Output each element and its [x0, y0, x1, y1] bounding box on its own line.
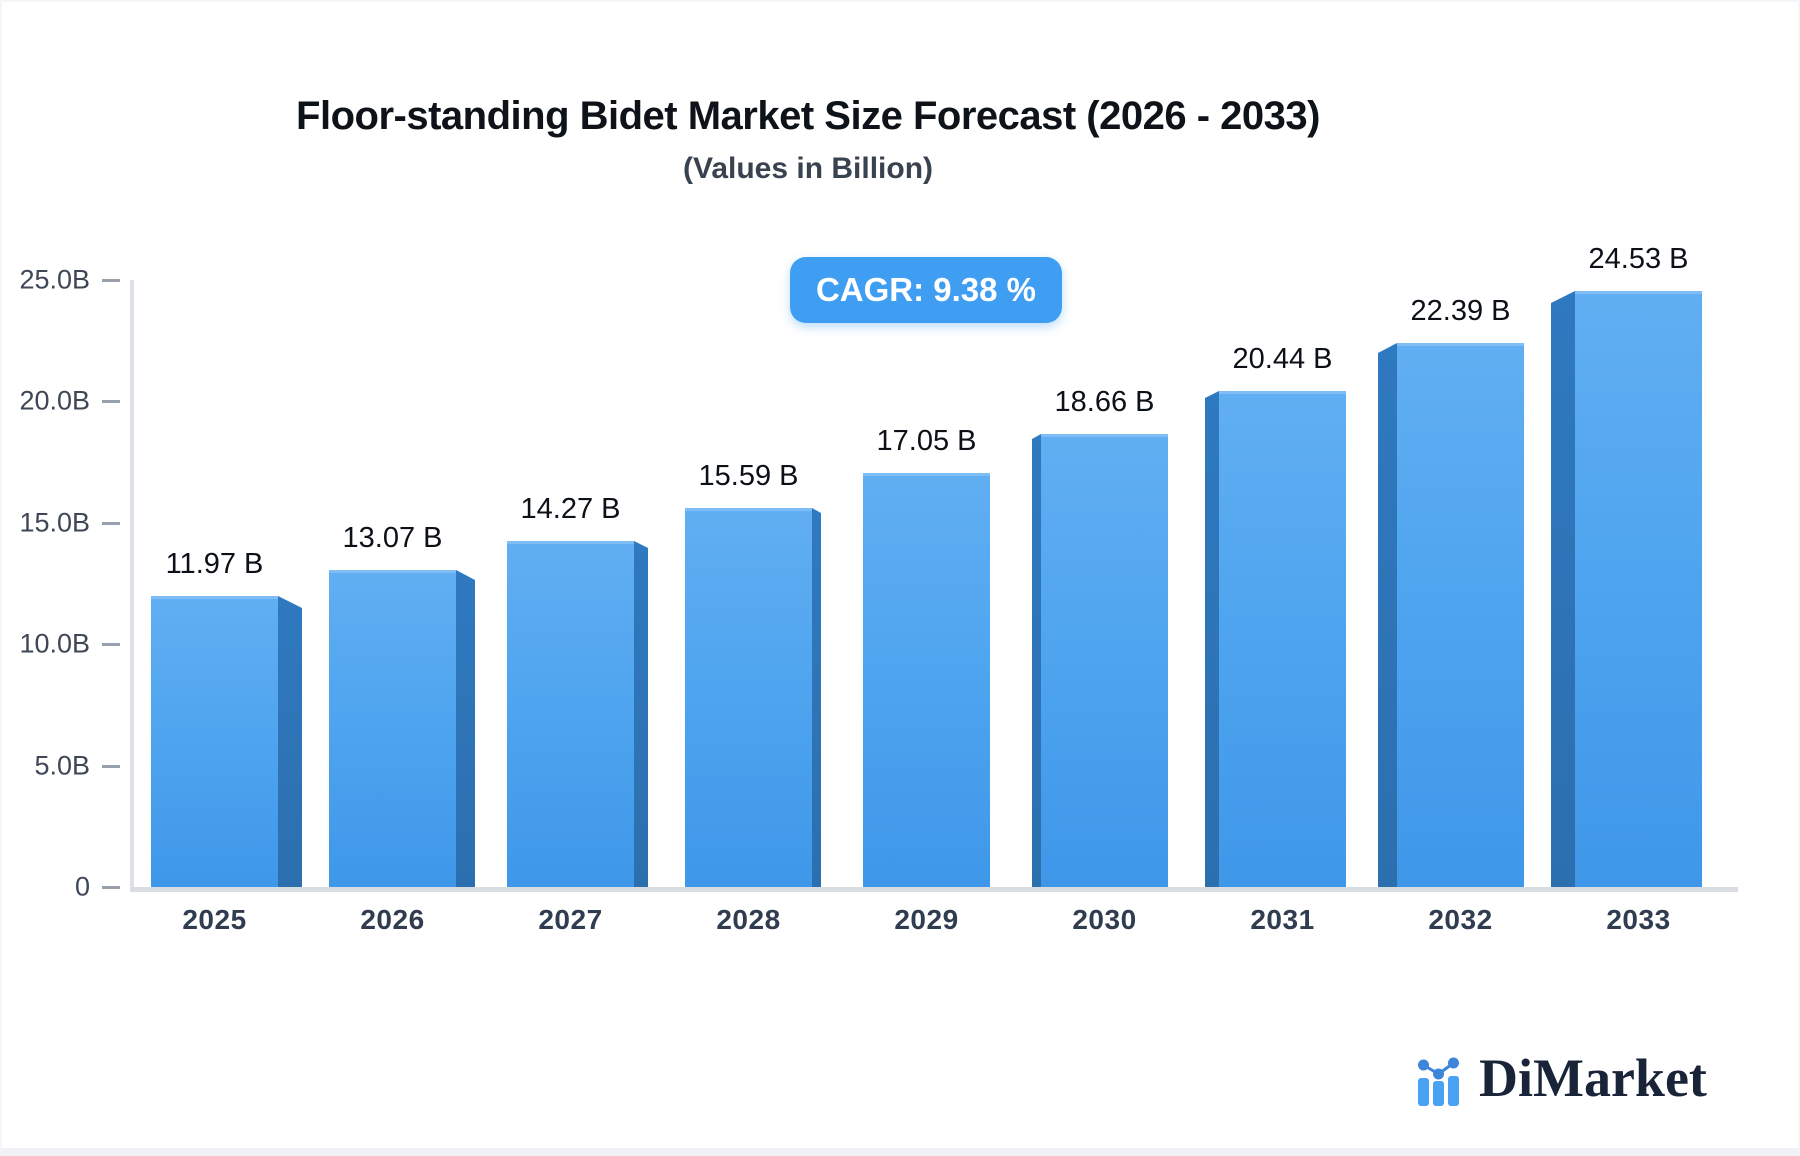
y-axis-tick [102, 643, 120, 647]
y-axis-tick-label: 5.0B [34, 750, 90, 781]
bar-3d-side [812, 508, 821, 887]
bar-line-chart-icon [1418, 1057, 1459, 1106]
x-axis-category-label: 2030 [1072, 904, 1137, 935]
bar-2025 [151, 596, 278, 887]
x-axis-category-label: 2025 [182, 904, 247, 935]
x-axis-category-label: 2033 [1606, 904, 1671, 935]
y-axis-tick-label: 0 [74, 871, 90, 902]
y-axis-tick [102, 886, 120, 889]
y-axis-tick-label: 20.0B [19, 385, 90, 416]
bar-value-label: 11.97 B [165, 548, 264, 580]
x-axis-category-label: 2027 [538, 904, 603, 935]
x-axis-baseline [130, 887, 1738, 892]
cagr-badge: CAGR: 9.38 % [790, 257, 1062, 323]
x-axis-category-label: 2031 [1250, 904, 1315, 935]
x-axis-category-label: 2029 [894, 904, 959, 935]
bar-2026 [329, 570, 456, 887]
x-axis-category-label: 2028 [716, 904, 781, 935]
bar-3d-side [1551, 291, 1575, 887]
brand-name: DiMarket [1479, 1048, 1707, 1108]
bar-3d-side [456, 570, 475, 887]
bar-3d-side [1032, 434, 1041, 887]
bar-value-label: 15.59 B [698, 460, 799, 492]
bar-3d-side [1378, 343, 1397, 887]
chart-subtitle: (Values in Billion) [682, 152, 934, 185]
bar-3d-side [278, 596, 302, 887]
bar-2028 [685, 508, 812, 887]
bar-2029 [863, 473, 990, 887]
bar-2030 [1041, 434, 1168, 887]
brand-logo: DiMarket [1415, 1046, 1707, 1110]
bar-2032 [1397, 343, 1524, 887]
bar-value-label: 14.27 B [520, 493, 621, 525]
y-axis-tick-label: 15.0B [19, 507, 90, 538]
y-axis-tick-label: 25.0B [19, 264, 90, 295]
x-axis-category-label: 2026 [360, 904, 425, 935]
bar-value-label: 22.39 B [1410, 295, 1511, 327]
bar-2033 [1575, 291, 1702, 887]
bar-value-label: 17.05 B [876, 425, 977, 457]
chart-title: Floor-standing Bidet Market Size Forecas… [296, 94, 1320, 138]
y-axis-line [130, 280, 134, 889]
x-axis-category-label: 2032 [1428, 904, 1493, 935]
bar-2031 [1219, 391, 1346, 887]
cagr-badge-label: CAGR: 9.38 % [815, 271, 1037, 308]
y-axis-tick [102, 279, 120, 282]
bar-value-label: 18.66 B [1054, 386, 1155, 418]
bar-2027 [507, 541, 634, 887]
bar-value-label: 20.44 B [1232, 343, 1333, 375]
bar-3d-side [1205, 391, 1219, 887]
y-axis-tick [102, 400, 120, 404]
y-axis-tick [102, 521, 120, 525]
bar-value-label: 24.53 B [1588, 243, 1689, 275]
bar-3d-side [634, 541, 648, 887]
y-axis-tick [102, 764, 120, 768]
bar-value-label: 13.07 B [342, 522, 443, 554]
y-axis-tick-label: 10.0B [19, 628, 90, 659]
